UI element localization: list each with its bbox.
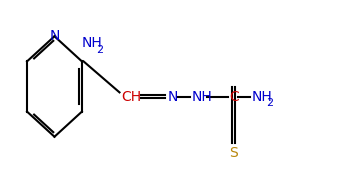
Text: CH: CH [121,90,141,104]
Text: NH: NH [81,36,102,50]
Text: N: N [49,29,60,43]
Text: 2: 2 [96,45,103,55]
Text: C: C [230,90,239,104]
Text: NH: NH [191,90,212,104]
Text: NH: NH [251,90,272,104]
Text: 2: 2 [266,98,273,108]
Text: N: N [168,90,178,104]
Text: S: S [229,147,238,161]
